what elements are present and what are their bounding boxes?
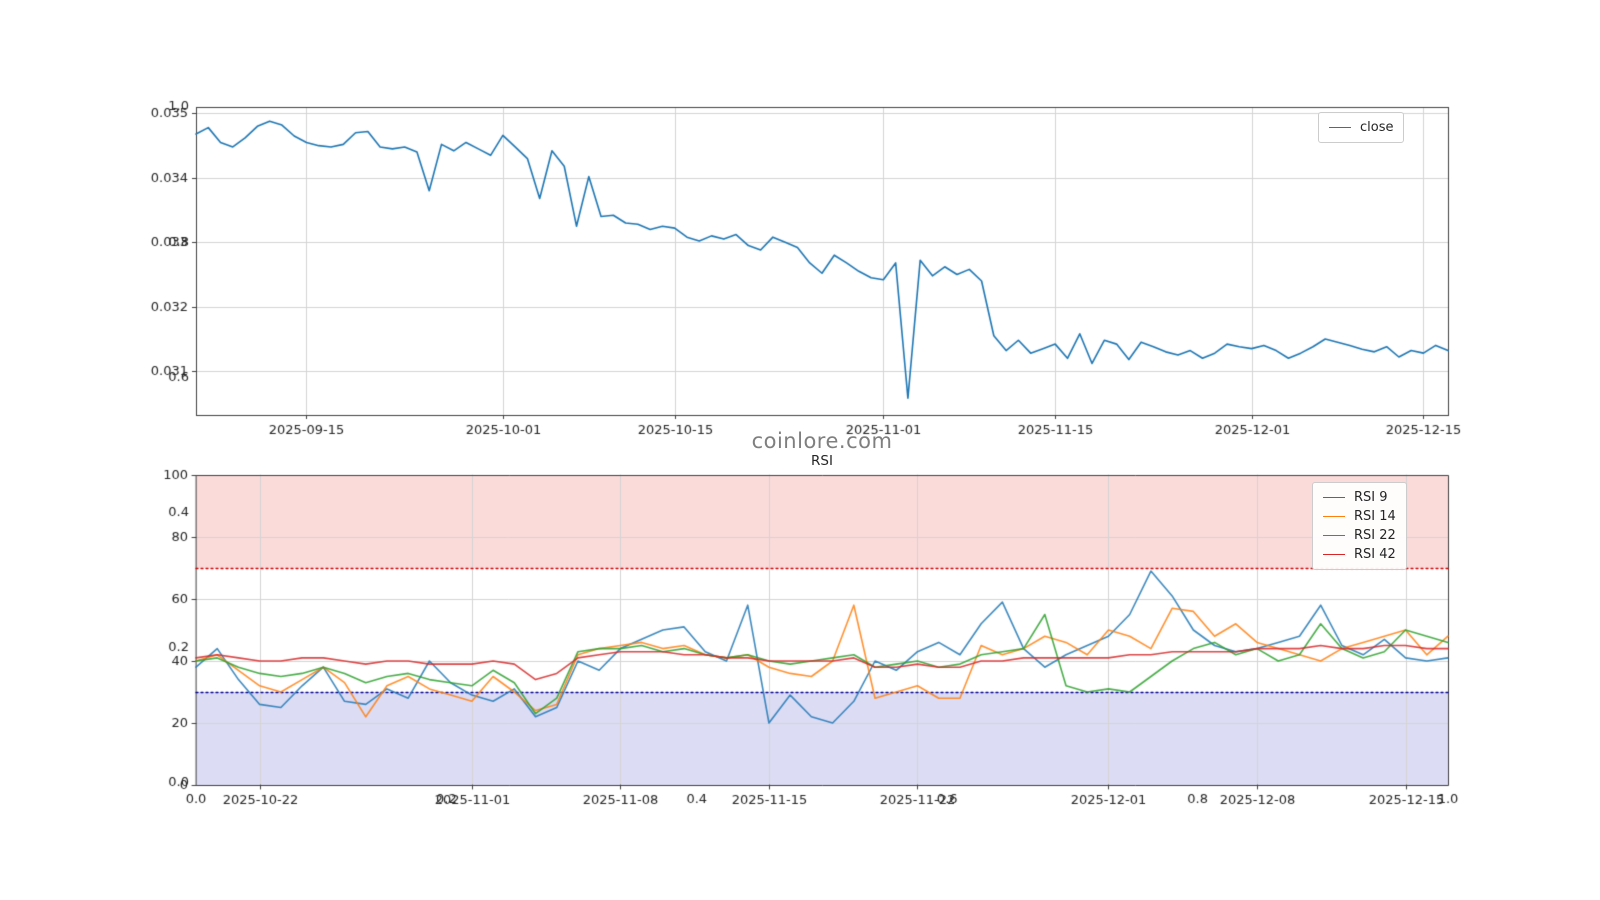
price-legend: close <box>1318 112 1405 143</box>
legend-label-rsi-22: RSI 22 <box>1354 528 1396 543</box>
rsi-chart-title: RSI <box>811 453 833 469</box>
legend-item-rsi-22: RSI 22 <box>1323 526 1396 545</box>
legend-label-rsi-14: RSI 14 <box>1354 509 1396 524</box>
legend-label-close: close <box>1360 120 1394 135</box>
legend-item-close: close <box>1329 118 1393 137</box>
legend-item-rsi-42: RSI 42 <box>1323 545 1396 564</box>
close-line-swatch <box>1329 127 1351 128</box>
legend-label-rsi-9: RSI 9 <box>1354 490 1388 505</box>
rsi22-line-swatch <box>1323 535 1345 536</box>
rsi42-line-swatch <box>1323 554 1345 555</box>
legend-label-rsi-42: RSI 42 <box>1354 547 1396 562</box>
rsi-legend: RSI 9 RSI 14 RSI 22 RSI 42 <box>1312 482 1407 570</box>
legend-item-rsi-14: RSI 14 <box>1323 507 1396 526</box>
rsi9-line-swatch <box>1323 497 1345 498</box>
rsi14-line-swatch <box>1323 516 1345 517</box>
legend-item-rsi-9: RSI 9 <box>1323 488 1396 507</box>
watermark: coinlore.com <box>751 429 893 453</box>
